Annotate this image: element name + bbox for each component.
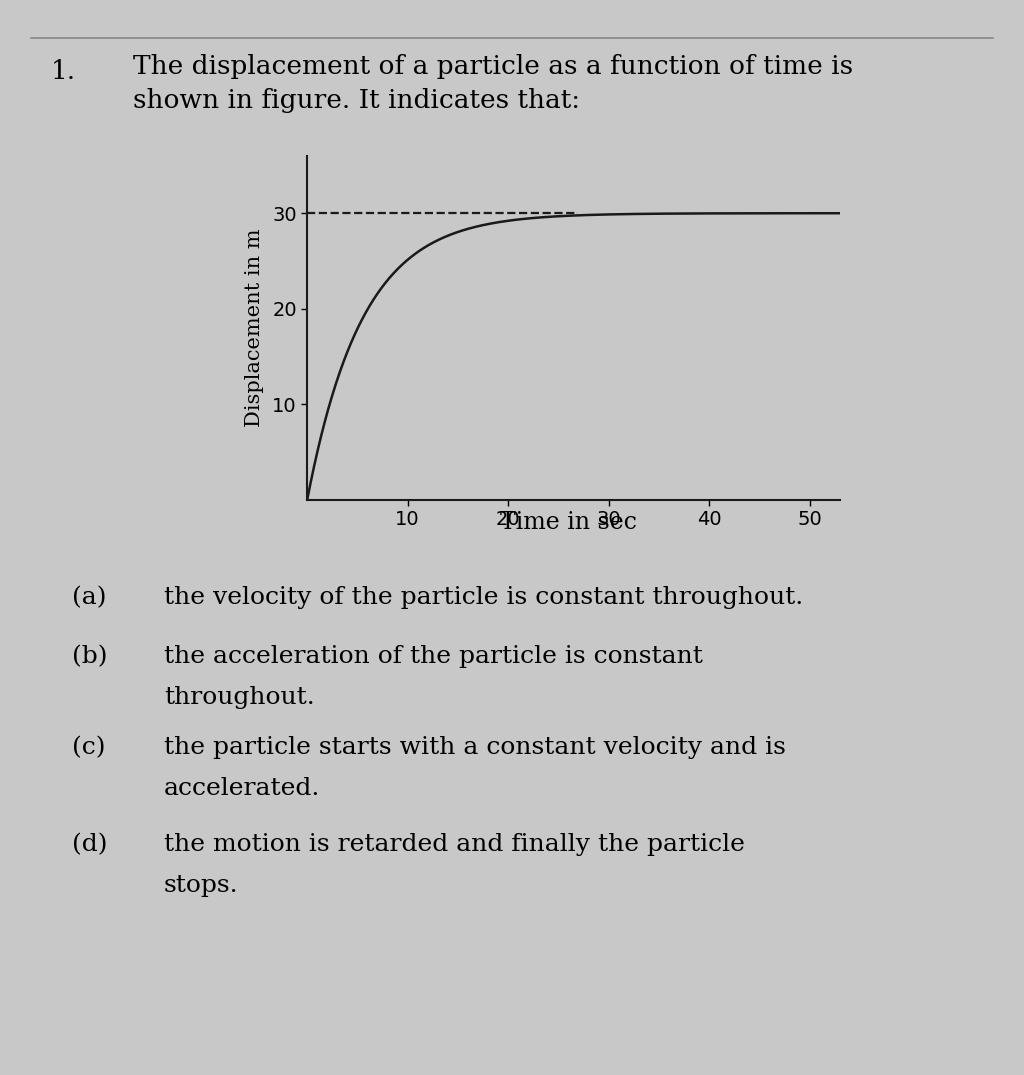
Text: stops.: stops. <box>164 874 239 897</box>
Text: The displacement of a particle as a function of time is: The displacement of a particle as a func… <box>133 54 853 78</box>
Text: (c): (c) <box>72 736 105 759</box>
Text: (d): (d) <box>72 833 108 856</box>
Y-axis label: Displacement in m: Displacement in m <box>245 229 264 427</box>
Text: 1.: 1. <box>51 59 77 84</box>
Text: the motion is retarded and finally the particle: the motion is retarded and finally the p… <box>164 833 744 856</box>
Text: the acceleration of the particle is constant: the acceleration of the particle is cons… <box>164 645 702 668</box>
Text: (b): (b) <box>72 645 108 668</box>
Text: the velocity of the particle is constant throughout.: the velocity of the particle is constant… <box>164 586 803 608</box>
Text: shown in figure. It indicates that:: shown in figure. It indicates that: <box>133 88 581 113</box>
Text: the particle starts with a constant velocity and is: the particle starts with a constant velo… <box>164 736 785 759</box>
Text: Time in sec: Time in sec <box>500 511 637 533</box>
Text: accelerated.: accelerated. <box>164 777 321 800</box>
Text: throughout.: throughout. <box>164 686 314 708</box>
Text: (a): (a) <box>72 586 106 608</box>
